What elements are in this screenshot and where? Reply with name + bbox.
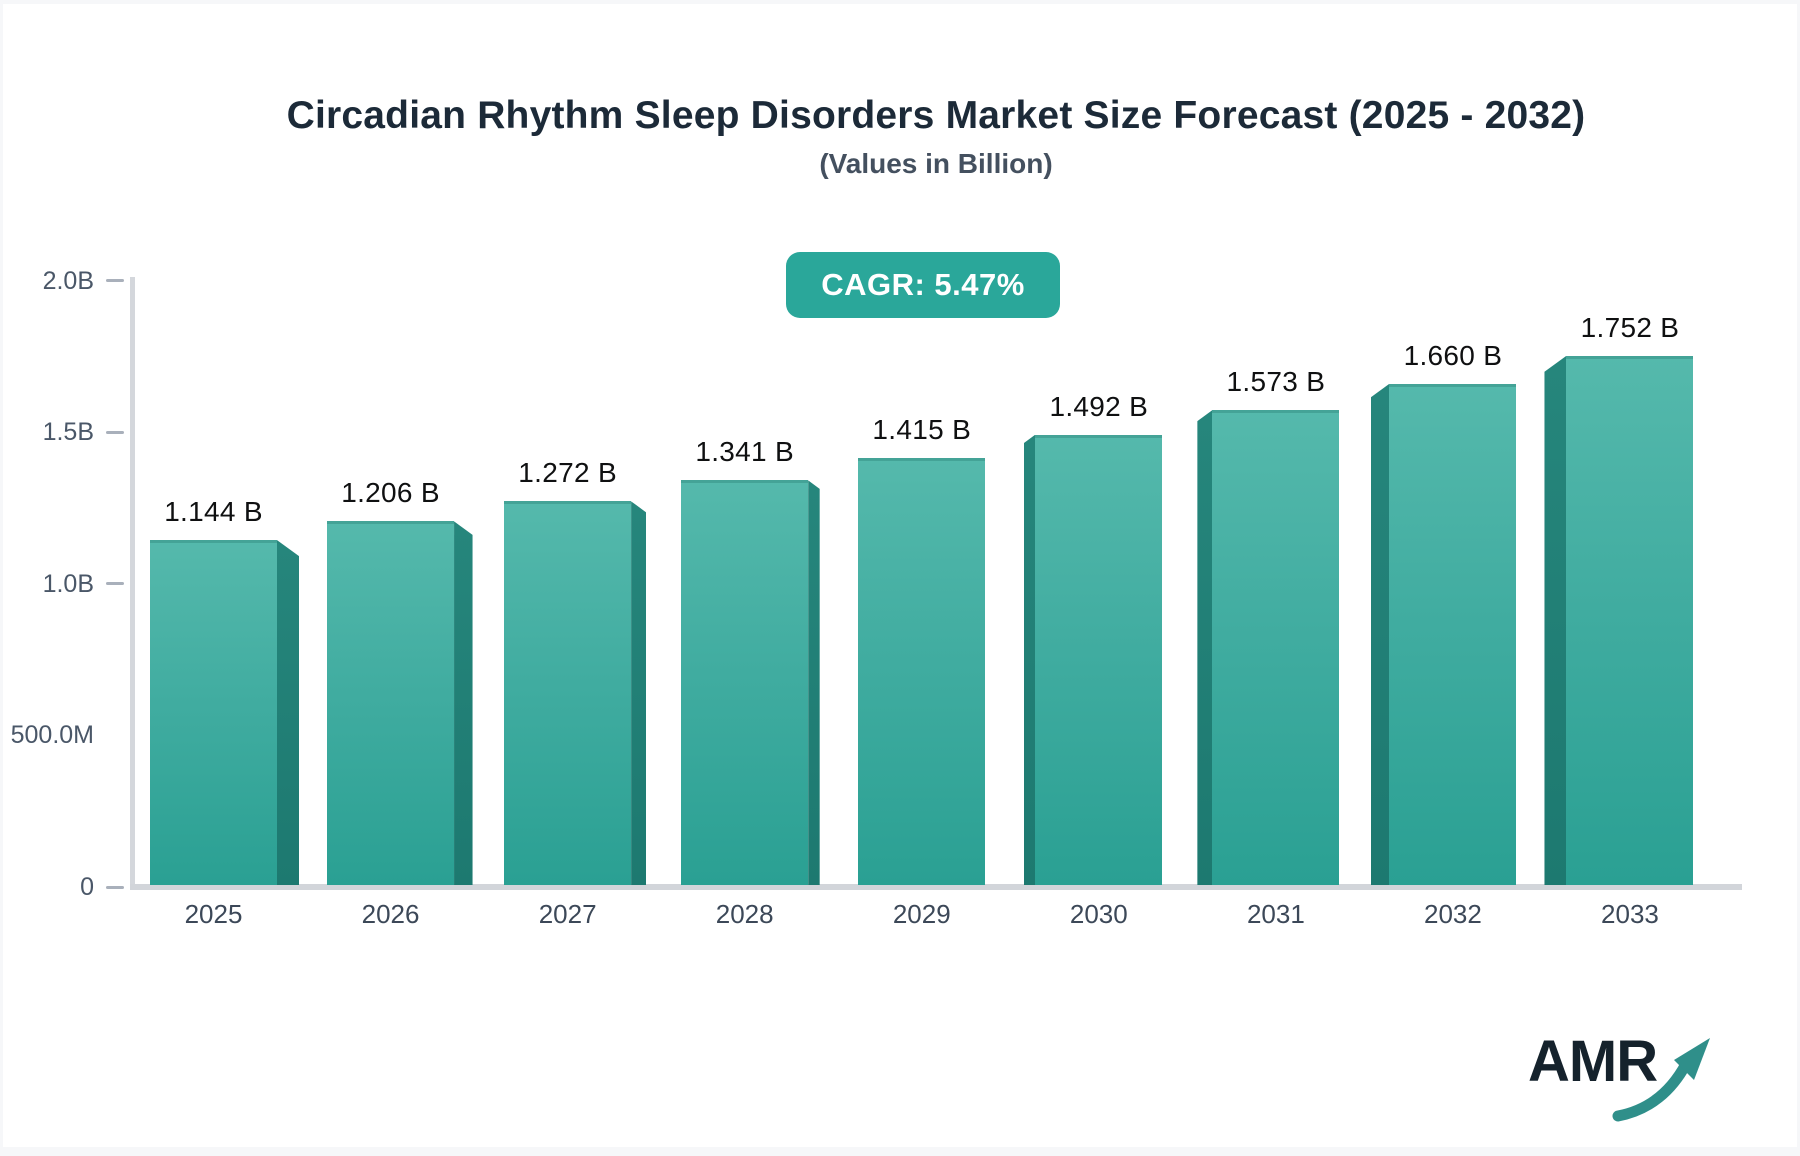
bar-value-label: 1.206 B xyxy=(341,477,440,509)
y-tick-label: 0 xyxy=(80,873,94,901)
bar-2029 xyxy=(858,457,986,885)
bar-value-label: 1.341 B xyxy=(695,436,794,468)
y-tick-1.0B: 1.0B xyxy=(0,569,124,599)
bar-2031 xyxy=(1212,410,1340,885)
bar-side-2032 xyxy=(1370,383,1390,885)
x-axis-label-2028: 2028 xyxy=(715,899,774,929)
bar-2032 xyxy=(1389,383,1517,885)
bar-2026 xyxy=(327,521,455,885)
amr-logo-text: AMR xyxy=(1528,1029,1658,1094)
x-axis-label-2026: 2026 xyxy=(361,899,420,929)
x-axis-label-2033: 2033 xyxy=(1601,899,1659,929)
y-tick-1.5B: 1.5B xyxy=(0,417,124,447)
x-axis-label-2029: 2029 xyxy=(892,899,951,929)
bar-value-label: 1.144 B xyxy=(164,496,263,528)
bar-value-label: 1.415 B xyxy=(872,413,972,445)
y-tick-dash xyxy=(106,430,124,434)
bar-side-2031 xyxy=(1197,410,1213,885)
bar-2028 xyxy=(681,480,809,885)
y-tick-label: 500.0M xyxy=(10,721,94,750)
cagr-badge: CAGR: 5.47% xyxy=(786,252,1060,318)
y-tick-dash xyxy=(106,582,124,586)
bar-2030 xyxy=(1035,434,1163,885)
y-axis-line xyxy=(130,277,135,887)
amr-logo: AMR xyxy=(1528,1028,1718,1124)
bar-side-2030 xyxy=(1023,434,1036,885)
bar-side-2026 xyxy=(454,521,473,885)
bar-side-2033 xyxy=(1544,355,1567,885)
bar-value-label: 1.272 B xyxy=(518,457,617,489)
y-tick-label: 1.0B xyxy=(42,569,94,598)
chart-subtitle: (Values in Billion) xyxy=(819,148,1053,179)
x-axis-label-2030: 2030 xyxy=(1069,899,1128,929)
y-tick-dash xyxy=(106,279,124,283)
x-axis-label-2027: 2027 xyxy=(538,899,597,929)
bar-2027 xyxy=(504,501,632,885)
bar-side-2025 xyxy=(277,540,299,885)
y-tick-0: 0 xyxy=(0,872,124,902)
y-tick-500.0M: 500.0M xyxy=(0,720,124,750)
x-axis-line xyxy=(130,884,1742,890)
bar-value-label: 1.752 B xyxy=(1580,311,1680,343)
bar-side-2028 xyxy=(808,480,820,885)
x-axis-label-2025: 2025 xyxy=(184,899,243,929)
chart-title: Circadian Rhythm Sleep Disorders Market … xyxy=(286,94,1586,137)
bar-side-2027 xyxy=(631,501,647,885)
bar-2033 xyxy=(1566,355,1694,885)
y-tick-2.0B: 2.0B xyxy=(0,266,124,296)
y-tick-label: 2.0B xyxy=(42,266,94,295)
x-axis-label-2032: 2032 xyxy=(1423,899,1482,929)
y-tick-dash xyxy=(106,885,124,889)
bar-value-label: 1.492 B xyxy=(1049,390,1149,422)
trend-arrow-icon xyxy=(1612,1038,1710,1122)
bar-value-label: 1.573 B xyxy=(1226,366,1326,398)
y-tick-label: 1.5B xyxy=(42,418,94,447)
bar-2025 xyxy=(150,540,277,885)
bar-value-label: 1.660 B xyxy=(1403,339,1503,371)
x-axis-label-2031: 2031 xyxy=(1246,899,1305,929)
